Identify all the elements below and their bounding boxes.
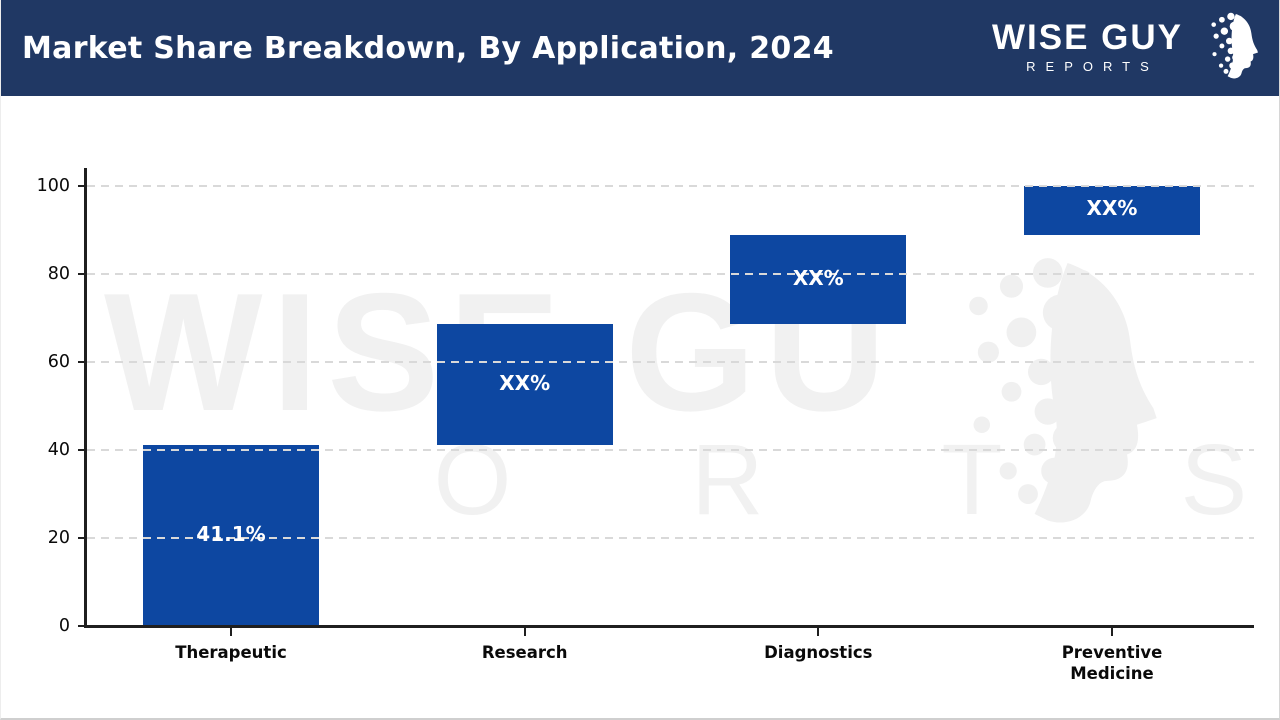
x-axis-category-label: Therapeutic xyxy=(175,643,287,662)
logo-reports-label: REPORTS xyxy=(1026,59,1159,74)
x-axis-tick xyxy=(230,628,232,636)
gridline-80 xyxy=(87,273,1254,275)
bar-research xyxy=(436,324,613,446)
y-axis-tick xyxy=(78,185,86,187)
bar-value-label: XX% xyxy=(499,370,551,395)
bar-value-label: 41.1% xyxy=(196,521,266,546)
x-axis-tick xyxy=(1111,628,1113,636)
x-axis-category-label: Medicine xyxy=(1070,664,1154,683)
x-axis-category-label: Diagnostics xyxy=(764,643,873,662)
gridline-100 xyxy=(87,185,1254,187)
y-axis-tick-label: 100 xyxy=(36,176,70,196)
y-axis-tick-label: 0 xyxy=(58,616,70,636)
bar-value-label: XX% xyxy=(792,265,844,290)
bar-value-label: XX% xyxy=(1086,196,1138,221)
x-axis-tick xyxy=(523,628,526,636)
page-title: Market Share Breakdown, By Application, … xyxy=(22,30,834,66)
dotted-head-profile-icon xyxy=(1211,12,1258,79)
x-axis-category-label: Research xyxy=(481,643,568,662)
x-axis-category-label: Preventive xyxy=(1061,643,1163,662)
gridline-20 xyxy=(87,537,1254,539)
y-axis-tick-label: 80 xyxy=(47,264,70,284)
y-axis-tick xyxy=(78,449,86,451)
y-axis-tick xyxy=(78,361,86,363)
gridline-60 xyxy=(87,361,1254,363)
waterfall-chart: 41.1% XX% XX% XX% 0 20 40 60 80 100 Therapeutic Res… xyxy=(1,96,1279,718)
wiseguy-logo: WISE GUY REPORTS xyxy=(992,6,1267,90)
header-bar: Market Share Breakdown, By Application, … xyxy=(1,0,1279,96)
bar-diagnostics xyxy=(730,234,907,325)
logo-wiseguy-label: WISE GUY xyxy=(991,18,1183,57)
y-axis-tick xyxy=(78,625,86,627)
gridline-40 xyxy=(87,449,1254,451)
y-axis-tick-label: 60 xyxy=(47,352,70,372)
x-axis-line xyxy=(84,625,1254,628)
y-axis-line xyxy=(84,168,87,628)
bar-preventive-medicine xyxy=(1024,186,1200,235)
y-axis-tick-label: 20 xyxy=(47,528,70,548)
y-axis-tick xyxy=(78,273,86,275)
y-axis-tick xyxy=(78,537,86,539)
x-axis-tick xyxy=(817,628,820,636)
bar-therapeutic xyxy=(143,445,319,626)
y-axis-tick-label: 40 xyxy=(47,440,70,460)
wiseguy-logo-text: WISE GUY REPORTS xyxy=(992,20,1183,76)
